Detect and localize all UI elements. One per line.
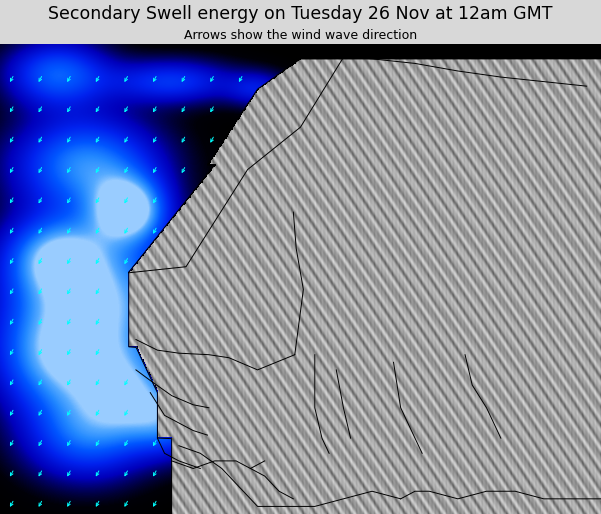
Text: Arrows show the wind wave direction: Arrows show the wind wave direction [184, 29, 417, 42]
Text: Secondary Swell energy on Tuesday 26 Nov at 12am GMT: Secondary Swell energy on Tuesday 26 Nov… [48, 5, 553, 23]
